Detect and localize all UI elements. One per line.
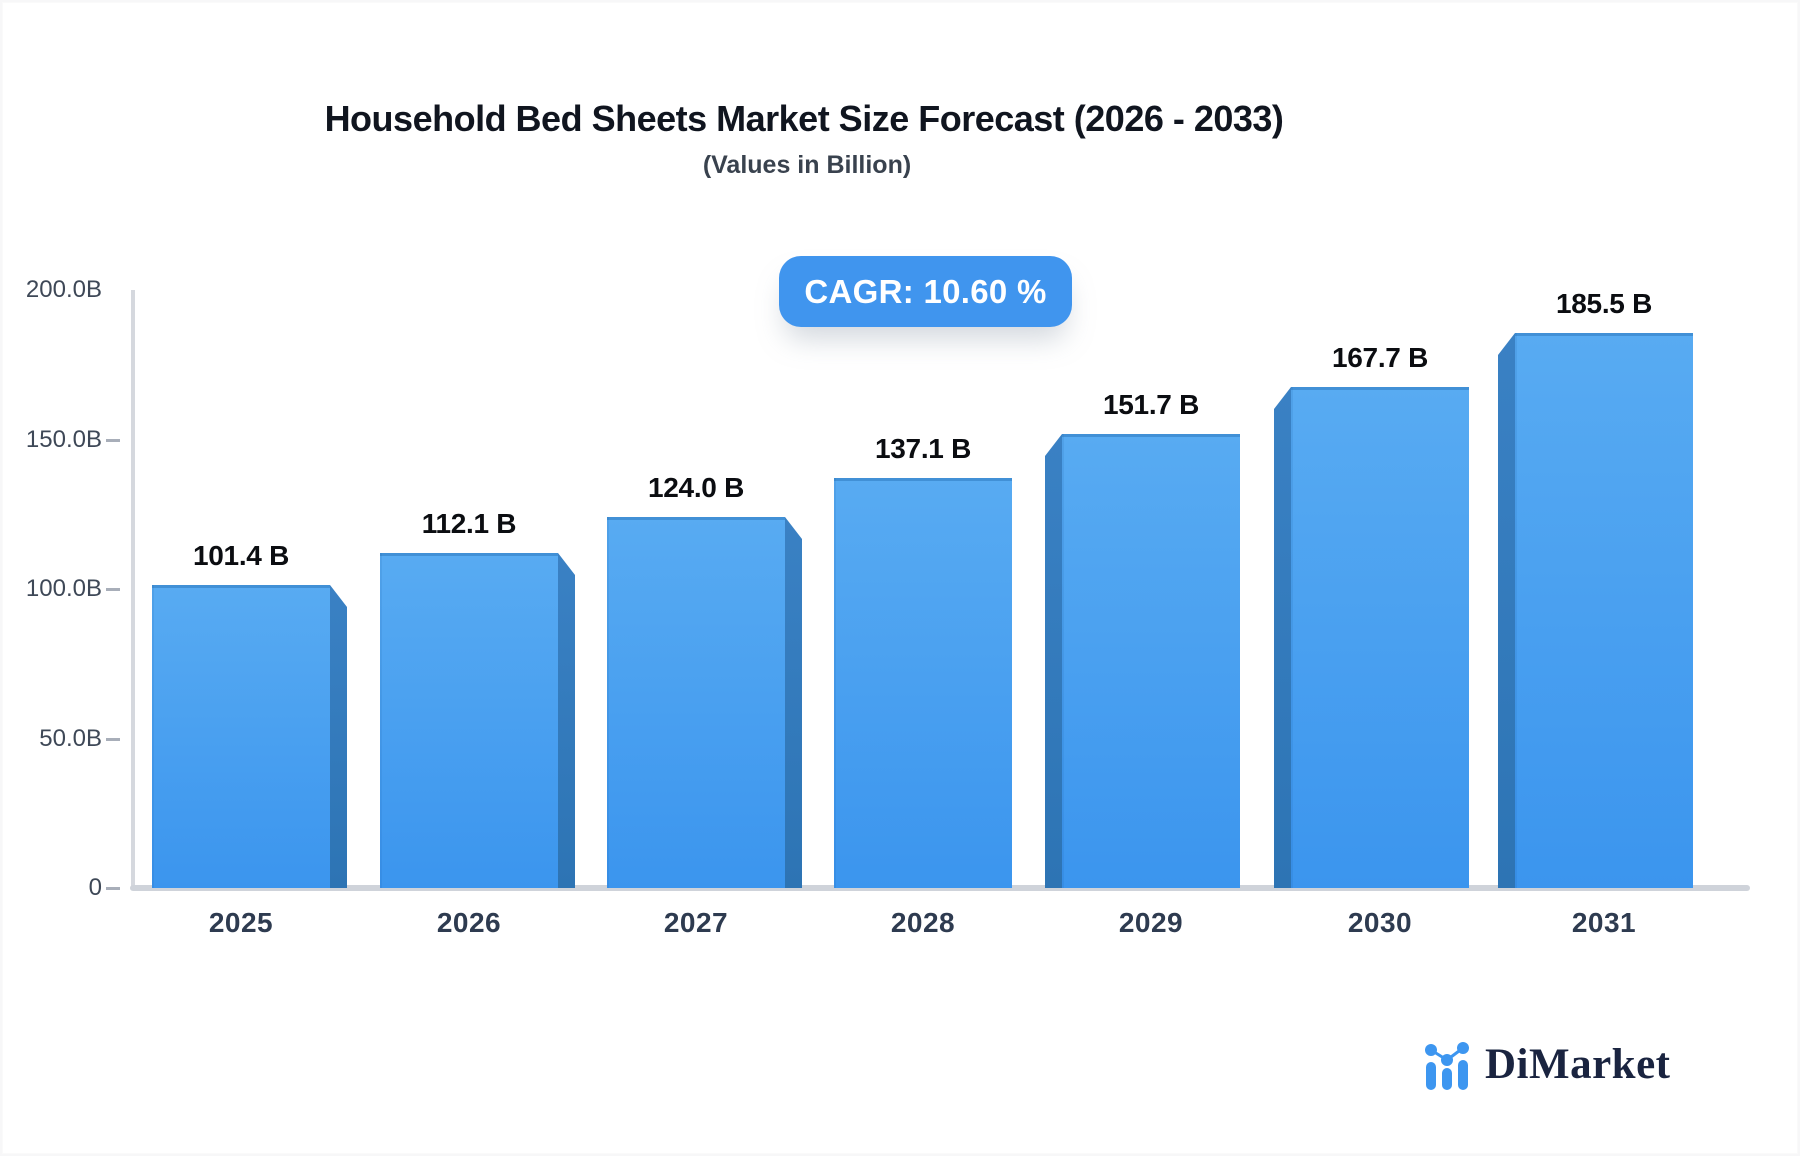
x-axis-label-2027: 2027 (663, 907, 729, 938)
chart-subtitle: (Values in Billion) (702, 151, 912, 179)
bar-side-2025 (330, 585, 347, 888)
y-axis-tick (106, 588, 120, 591)
y-axis-label-0: 0 (88, 874, 102, 901)
bar-value-label-2025: 101.4 B (193, 540, 289, 571)
y-axis-label-200.0B: 200.0B (25, 276, 102, 303)
x-axis-label-2029: 2029 (1118, 907, 1184, 938)
y-axis-label-100.0B: 100.0B (25, 575, 102, 602)
x-axis-label-2026: 2026 (436, 907, 502, 938)
x-axis-label-2031: 2031 (1571, 907, 1637, 938)
bar-side-2027 (785, 517, 802, 888)
bar-side-2029 (1045, 434, 1062, 888)
y-axis-label-150.0B: 150.0B (25, 425, 102, 453)
bar-chart-logo-icon (1425, 1042, 1469, 1090)
bar-2026 (380, 553, 558, 888)
bar-value-label-2030: 167.7 B (1332, 342, 1428, 373)
bar-2029 (1062, 434, 1240, 888)
bar-2025 (152, 585, 330, 888)
cagr-badge-label: CAGR: 10.60 % (804, 272, 1047, 310)
bar-2027 (607, 517, 785, 888)
x-axis-line (130, 885, 1750, 891)
bar-value-label-2028: 137.1 B (875, 433, 971, 464)
x-axis-label-2025: 2025 (208, 907, 274, 938)
brand-logo-text: DiMarket (1485, 1040, 1671, 1088)
brand-logo: DiMarket (1422, 1038, 1671, 1090)
y-axis-line (131, 290, 135, 888)
y-axis-tick (106, 737, 120, 741)
bar-side-2026 (558, 553, 575, 888)
x-axis-label-2030: 2030 (1347, 907, 1413, 938)
bar-value-label-2031: 185.5 B (1556, 288, 1652, 319)
cagr-badge: CAGR: 10.60 % (779, 256, 1072, 327)
bar-side-2031 (1498, 333, 1515, 888)
bar-2030 (1291, 387, 1469, 888)
y-axis-tick (106, 887, 120, 890)
y-axis-tick (106, 438, 120, 442)
bar-value-label-2029: 151.7 B (1103, 389, 1199, 420)
chart-title: Household Bed Sheets Market Size Forecas… (324, 98, 1284, 139)
bar-value-label-2026: 112.1 B (421, 508, 517, 539)
bar-side-2030 (1274, 387, 1291, 888)
bar-value-label-2027: 124.0 B (648, 472, 744, 503)
y-axis-label-50.0B: 50.0B (39, 724, 102, 752)
bar-2028 (834, 478, 1012, 888)
bar-2031 (1515, 333, 1693, 888)
x-axis-label-2028: 2028 (890, 907, 956, 938)
